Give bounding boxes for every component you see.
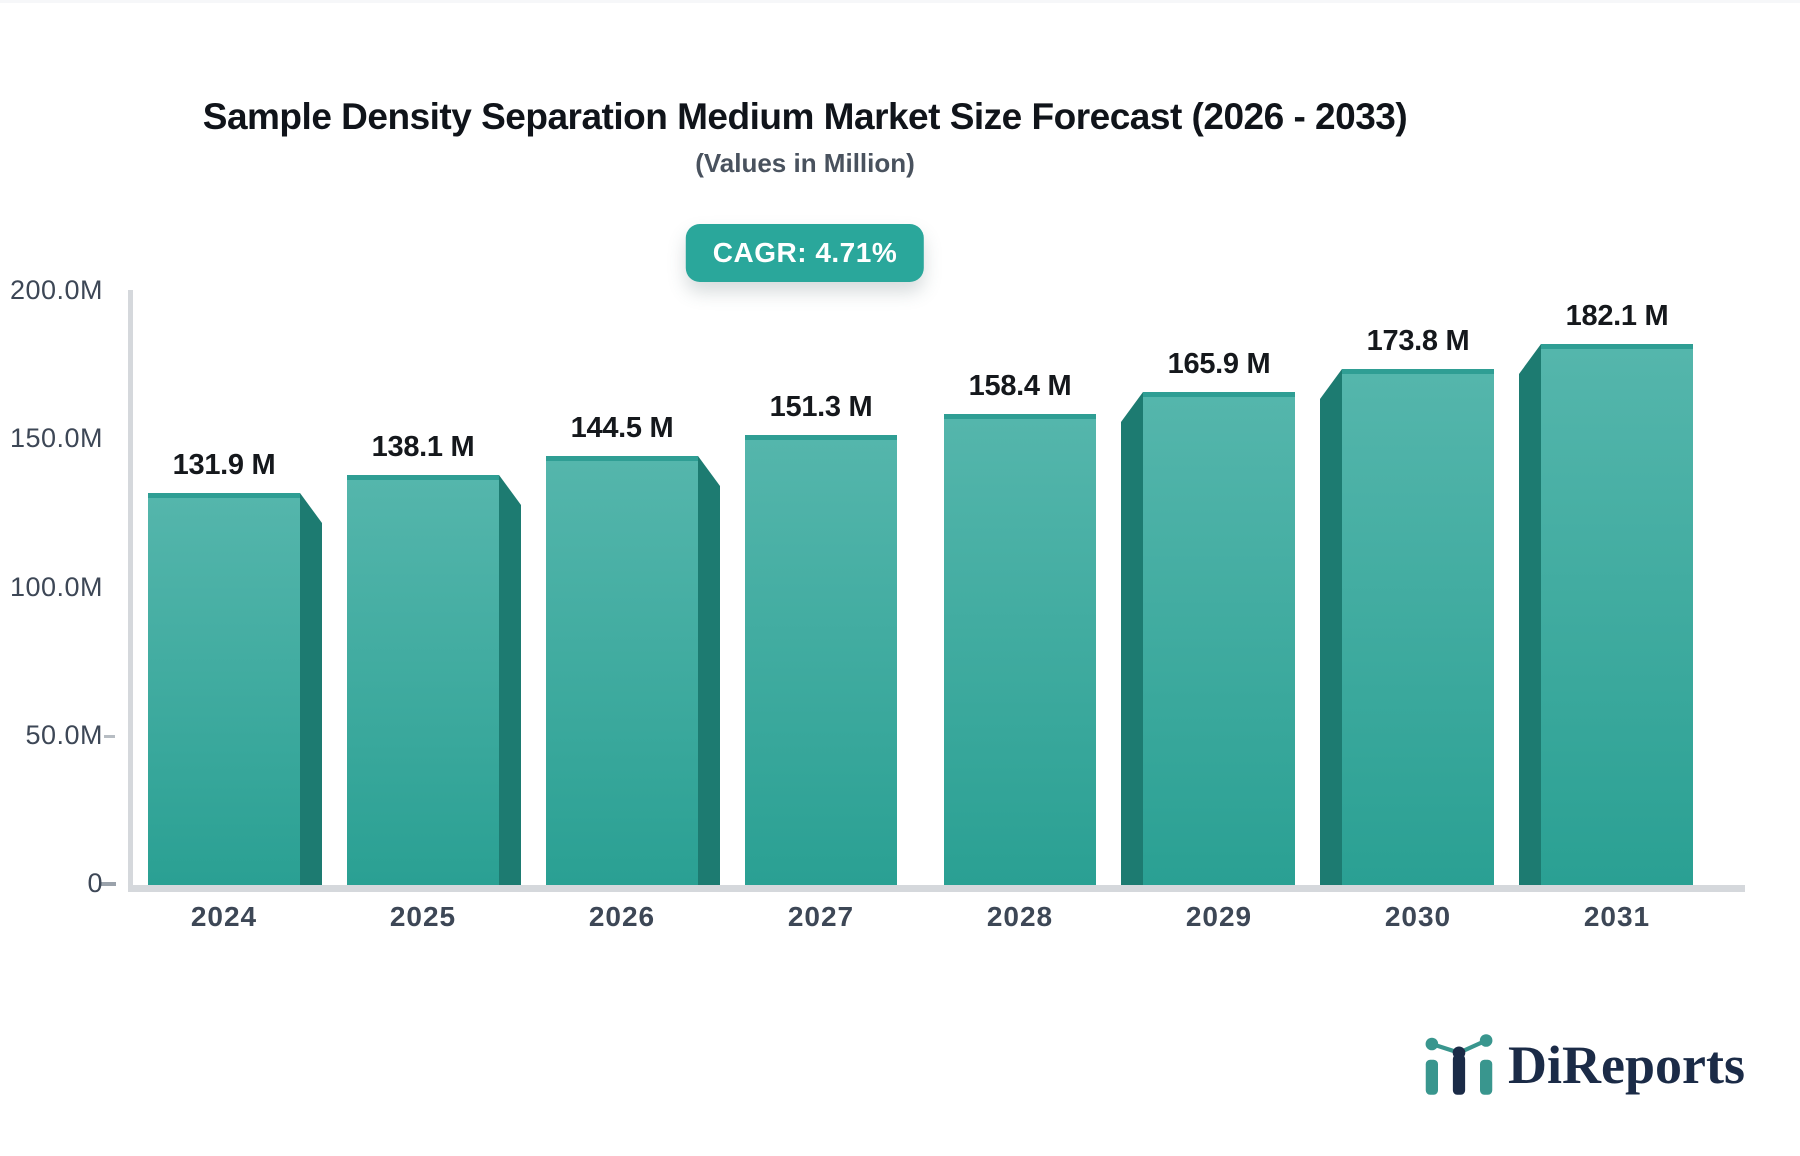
x-axis-label-2027: 2027 — [787, 901, 855, 932]
bar-side-2031 — [1519, 344, 1541, 885]
y-tick-0 — [100, 882, 116, 886]
y-tick-50m — [104, 735, 115, 738]
bar-2027 — [745, 435, 897, 885]
bar-value-label-2030: 173.8 M — [1366, 325, 1470, 357]
bar-value-label-2031: 182.1 M — [1565, 300, 1669, 332]
bar-2031 — [1541, 344, 1693, 885]
bar-2029 — [1143, 392, 1295, 885]
x-axis-label-2024: 2024 — [190, 901, 258, 932]
y-axis-label-150.0M: 150.0M — [9, 423, 103, 454]
bar-value-label-2028: 158.4 M — [968, 370, 1072, 402]
bar-side-2030 — [1320, 369, 1342, 885]
x-axis-label-2029: 2029 — [1185, 901, 1253, 932]
bar-value-label-2026: 144.5 M — [570, 412, 674, 444]
bar-side-2026 — [698, 456, 720, 885]
bar-2025 — [347, 475, 499, 885]
y-axis-label-0: 0 — [87, 868, 103, 898]
bar-2028 — [944, 414, 1096, 885]
bar-top-edge-2026 — [546, 456, 698, 461]
bar-top-edge-2030 — [1342, 369, 1494, 374]
bar-top-edge-2027 — [745, 435, 897, 440]
chart-subtitle: (Values in Million) — [695, 148, 915, 178]
bar-2030 — [1342, 369, 1494, 885]
y-axis-label-50.0M: 50.0M — [25, 719, 103, 750]
page-top-border — [0, 0, 1800, 3]
y-axis-line — [128, 290, 133, 885]
bar-side-2025 — [499, 475, 521, 885]
x-axis-baseline — [128, 885, 1745, 892]
x-axis-label-2030: 2030 — [1384, 901, 1452, 932]
bar-top-edge-2031 — [1541, 344, 1693, 349]
bar-value-label-2027: 151.3 M — [769, 391, 873, 423]
logo-text: DiReports — [1508, 1035, 1745, 1095]
bar-2026 — [546, 456, 698, 885]
y-axis-label-200.0M: 200.0M — [9, 275, 103, 305]
bar-chart-logo-icon — [1425, 1034, 1493, 1095]
chart-title: Sample Density Separation Medium Market … — [202, 96, 1408, 137]
x-axis-label-2028: 2028 — [986, 901, 1054, 932]
bar-top-edge-2024 — [148, 493, 300, 498]
y-axis-label-100.0M: 100.0M — [9, 571, 103, 602]
bar-top-edge-2028 — [944, 414, 1096, 419]
cagr-badge: CAGR: 4.71% — [685, 224, 925, 282]
bar-2024 — [148, 493, 300, 885]
bar-value-label-2025: 138.1 M — [371, 431, 475, 463]
x-axis-label-2031: 2031 — [1583, 901, 1651, 932]
bar-top-edge-2025 — [347, 475, 499, 480]
x-axis-label-2025: 2025 — [389, 901, 457, 932]
bar-top-edge-2029 — [1143, 392, 1295, 397]
direports-logo: DiReports — [1420, 1030, 1745, 1100]
bar-side-2029 — [1121, 392, 1143, 885]
bar-value-label-2029: 165.9 M — [1167, 348, 1271, 380]
bar-value-label-2024: 131.9 M — [172, 449, 276, 481]
x-axis-label-2026: 2026 — [588, 901, 656, 932]
bar-side-2024 — [300, 493, 322, 885]
